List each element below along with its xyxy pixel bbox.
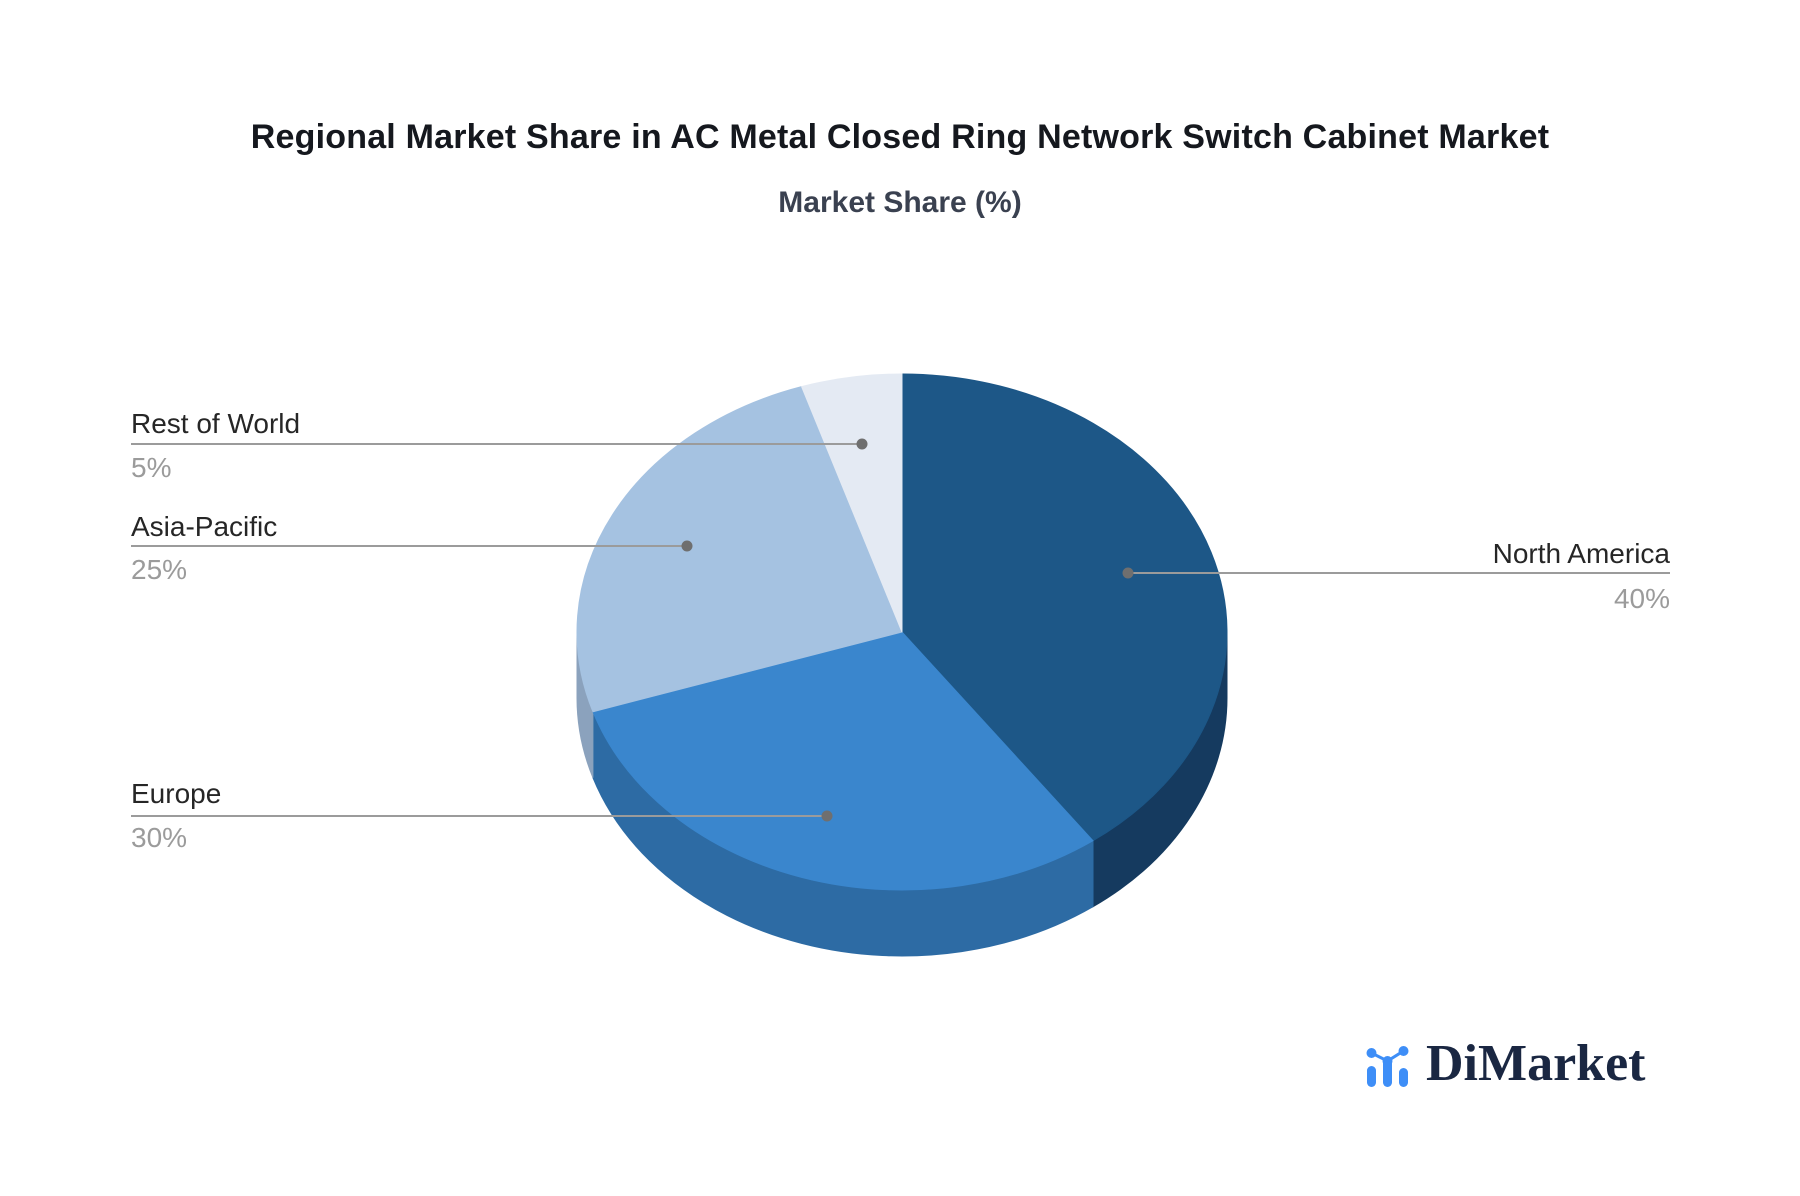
- label-europe: Europe: [131, 778, 222, 809]
- chart-subtitle: Market Share (%): [778, 186, 1022, 219]
- leader-dot-asia-pacific: [681, 540, 693, 552]
- label-north-america: North America: [1492, 538, 1670, 569]
- logo-bar-2: [1383, 1059, 1392, 1087]
- value-north-america: 40%: [1613, 583, 1670, 614]
- logo-dot-1: [1366, 1048, 1377, 1058]
- pie-slice-north-america: [901, 373, 1228, 842]
- value-rest-of-world: 5%: [131, 452, 172, 483]
- chart-title: Regional Market Share in AC Metal Closed…: [250, 118, 1550, 156]
- pie-slice-rest-of-world: [800, 373, 903, 633]
- leader-dot-north-america: [1122, 567, 1134, 579]
- bar-chart-with-trend-dots-icon: [1366, 1046, 1409, 1087]
- leader-dot-europe: [821, 810, 833, 822]
- leader-dot-rest-of-world: [856, 438, 868, 450]
- logo-dot-2: [1382, 1056, 1393, 1066]
- value-asia-pacific: 25%: [131, 554, 188, 585]
- logo-bar-3: [1399, 1068, 1408, 1087]
- pie-slice-europe: [592, 631, 1094, 891]
- value-europe: 30%: [131, 822, 188, 853]
- label-asia-pacific: Asia-Pacific: [131, 511, 278, 542]
- brand-logo: DiMarket: [1366, 1035, 1646, 1092]
- pie-slice-asia-pacific: [576, 386, 903, 713]
- logo-bar-1: [1367, 1066, 1376, 1087]
- label-rest-of-world: Rest of World: [131, 408, 301, 439]
- brand-name: DiMarket: [1426, 1035, 1646, 1092]
- logo-dot-3: [1398, 1046, 1409, 1056]
